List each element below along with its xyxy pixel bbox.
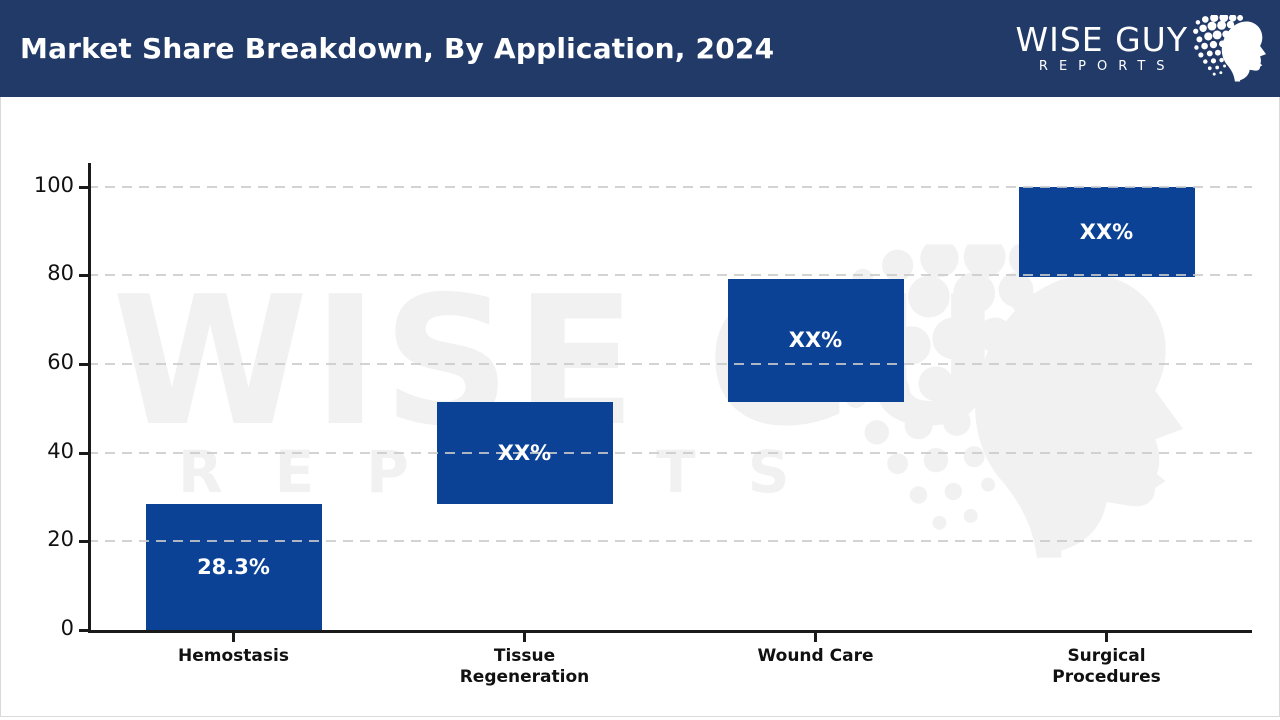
- logo-dot-face-icon: [1192, 14, 1266, 84]
- bar-wound-care: [727, 278, 904, 402]
- gridline: [88, 540, 1252, 543]
- y-tick-label: 20: [47, 527, 74, 552]
- y-tick-label: 80: [47, 261, 74, 286]
- gridline: [88, 362, 1252, 365]
- x-tick-mark: [814, 633, 817, 642]
- y-tick-mark: [79, 629, 88, 632]
- y-tick-mark: [79, 451, 88, 455]
- bar-label-wound-care: XX%: [788, 328, 843, 353]
- x-category-line: Procedures: [1052, 667, 1161, 687]
- gridline: [88, 185, 1252, 188]
- x-tick-mark: [523, 633, 526, 642]
- y-tick-label: 100: [33, 172, 74, 197]
- plot-area: 0 20 40 60 80 100 28.3% Hemostasis XX% Tissue Rege…: [34, 163, 1252, 687]
- logo-subtext: REPORTS: [1038, 59, 1176, 75]
- y-tick-mark: [79, 185, 88, 189]
- x-category-label-tissue-regeneration: Tissue Regeneration: [415, 646, 635, 688]
- page-title: Market Share Breakdown, By Application, …: [20, 32, 775, 65]
- x-category-label-surgical-procedures: Surgical Procedures: [997, 646, 1217, 688]
- bar-label-hemostasis: 28.3%: [197, 555, 270, 580]
- bar-label-surgical-procedures: XX%: [1079, 219, 1134, 244]
- y-tick-mark: [79, 540, 88, 544]
- x-category-line: Surgical: [1067, 646, 1146, 666]
- y-tick-label: 60: [47, 349, 74, 374]
- x-category-label-hemostasis: Hemostasis: [124, 646, 344, 667]
- logo-text: WISE GUY REPORTS: [1015, 19, 1188, 75]
- y-tick-label: 40: [47, 438, 74, 463]
- wiseguy-logo: WISE GUY REPORTS: [1015, 14, 1266, 84]
- logo-wordmark: WISE GUY: [1015, 19, 1188, 59]
- gridline: [88, 451, 1252, 454]
- x-category-line: Hemostasis: [178, 646, 289, 666]
- y-tick-mark: [79, 362, 88, 366]
- x-category-line: Tissue: [493, 646, 556, 666]
- bar-label-tissue-regeneration: XX%: [497, 441, 552, 466]
- y-axis-spine: [88, 163, 91, 633]
- page-header: Market Share Breakdown, By Application, …: [0, 0, 1280, 97]
- y-tick-mark: [79, 274, 88, 278]
- gridline: [88, 274, 1252, 277]
- x-category-label-wound-care: Wound Care: [706, 646, 926, 667]
- bar-hemostasis: [145, 504, 322, 630]
- bar-surgical-procedures: [1018, 186, 1195, 278]
- x-category-line: Wound Care: [757, 646, 874, 666]
- y-tick-label: 0: [60, 616, 74, 640]
- x-category-line: Regeneration: [459, 667, 590, 687]
- x-axis-spine: [88, 630, 1252, 633]
- x-tick-mark: [1105, 633, 1108, 642]
- x-tick-mark: [232, 633, 235, 642]
